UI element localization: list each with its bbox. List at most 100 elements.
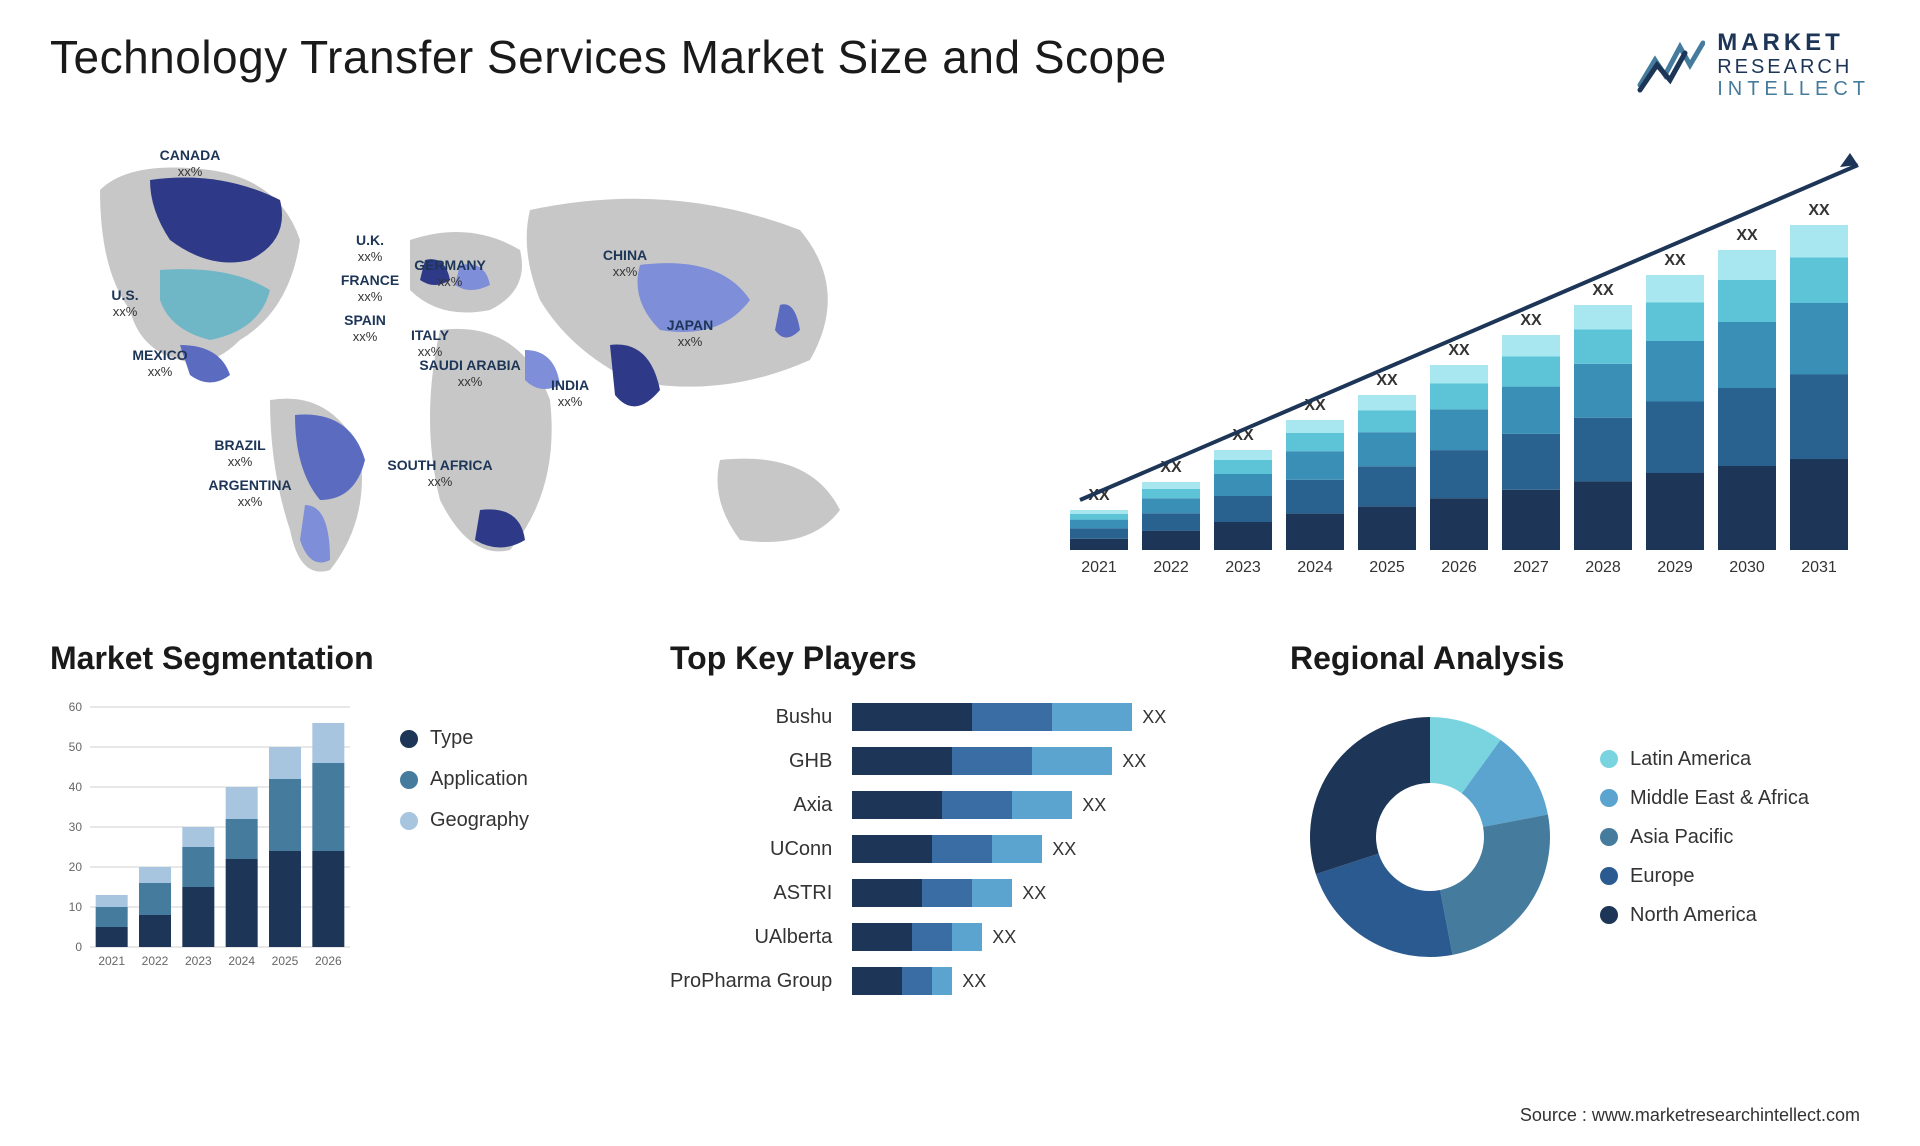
regional-legend-item: Latin America (1600, 748, 1809, 771)
regional-panel: Regional Analysis Latin America Middle Ea… (1290, 640, 1870, 997)
logo-icon (1635, 35, 1705, 95)
map-label: GERMANY (414, 257, 486, 273)
page-title: Technology Transfer Services Market Size… (50, 30, 1167, 84)
player-value-label: XX (992, 927, 1016, 948)
map-label-value: xx% (438, 274, 463, 289)
growth-year-label: 2026 (1441, 559, 1477, 576)
growth-year-label: 2027 (1513, 559, 1549, 576)
regional-legend-item: North America (1600, 904, 1809, 927)
map-label: CHINA (603, 247, 647, 263)
legend-dot-icon (1600, 789, 1618, 807)
segmentation-bar-chart: 0102030405060202120222023202420252026 (50, 697, 370, 977)
segmentation-title: Market Segmentation (50, 640, 630, 677)
svg-text:40: 40 (69, 780, 83, 794)
growth-bar-label: XX (1664, 252, 1686, 269)
map-label-value: xx% (613, 264, 638, 279)
map-label: SAUDI ARABIA (419, 357, 520, 373)
segmentation-legend-item: Geography (400, 809, 529, 832)
growth-bar-label: XX (1736, 227, 1758, 244)
svg-text:20: 20 (69, 860, 83, 874)
svg-text:60: 60 (69, 700, 83, 714)
map-label: MEXICO (132, 347, 187, 363)
svg-text:2023: 2023 (185, 954, 212, 968)
growth-bar-chart: XX2021XX2022XX2023XX2024XX2025XX2026XX20… (1050, 130, 1870, 590)
map-label: U.K. (356, 232, 384, 248)
player-value-label: XX (1082, 795, 1106, 816)
growth-bar-label: XX (1448, 342, 1470, 359)
world-map: CANADAxx%U.S.xx%MEXICOxx%BRAZILxx%ARGENT… (50, 130, 990, 590)
map-label-value: xx% (428, 474, 453, 489)
source-attribution: Source : www.marketresearchintellect.com (1520, 1105, 1860, 1126)
regional-legend: Latin America Middle East & Africa Asia Pa… (1600, 748, 1809, 927)
svg-text:50: 50 (69, 740, 83, 754)
legend-label: Type (430, 727, 473, 750)
map-label-value: xx% (178, 164, 203, 179)
map-label: CANADA (160, 147, 221, 163)
legend-label: Asia Pacific (1630, 826, 1733, 849)
growth-chart-panel: XX2021XX2022XX2023XX2024XX2025XX2026XX20… (1050, 130, 1870, 590)
growth-year-label: 2025 (1369, 559, 1405, 576)
player-bar-row: XX (852, 745, 1250, 777)
map-label: INDIA (551, 377, 589, 393)
map-label-value: xx% (678, 334, 703, 349)
svg-text:2025: 2025 (272, 954, 299, 968)
players-names-list: BushuGHBAxiaUConnASTRIUAlbertaProPharma … (670, 697, 832, 997)
player-bar-row: XX (852, 701, 1250, 733)
svg-text:2021: 2021 (98, 954, 125, 968)
player-value-label: XX (1022, 883, 1046, 904)
map-label: ARGENTINA (208, 477, 291, 493)
segmentation-legend-item: Type (400, 727, 529, 750)
player-name: Bushu (670, 701, 832, 733)
map-label: FRANCE (341, 272, 399, 288)
svg-text:30: 30 (69, 820, 83, 834)
legend-dot-icon (1600, 828, 1618, 846)
map-label-value: xx% (113, 304, 138, 319)
player-value-label: XX (1052, 839, 1076, 860)
segmentation-legend-item: Application (400, 768, 529, 791)
brand-logo: MARKET RESEARCH INTELLECT (1635, 30, 1870, 100)
legend-dot-icon (400, 771, 418, 789)
map-label-value: xx% (458, 374, 483, 389)
regional-title: Regional Analysis (1290, 640, 1870, 677)
logo-text-3: INTELLECT (1717, 78, 1870, 100)
legend-label: Middle East & Africa (1630, 787, 1809, 810)
player-bar-row: XX (852, 833, 1250, 865)
players-title: Top Key Players (670, 640, 1250, 677)
player-name: UConn (670, 833, 832, 865)
player-name: ASTRI (670, 877, 832, 909)
segmentation-legend: Type Application Geography (400, 697, 529, 977)
players-bars-list: XX XX XX XX XX XX XX (852, 697, 1250, 997)
map-label-value: xx% (358, 249, 383, 264)
map-label-value: xx% (358, 289, 383, 304)
world-map-panel: CANADAxx%U.S.xx%MEXICOxx%BRAZILxx%ARGENT… (50, 130, 990, 590)
player-bar-row: XX (852, 921, 1250, 953)
player-name: GHB (670, 745, 832, 777)
growth-bar-label: XX (1808, 202, 1830, 219)
regional-legend-item: Asia Pacific (1600, 826, 1809, 849)
players-panel: Top Key Players BushuGHBAxiaUConnASTRIUA… (670, 640, 1250, 997)
segmentation-panel: Market Segmentation 0 10 20 30 40 50 60 2021 202… (50, 640, 630, 997)
logo-text-1: MARKET (1717, 30, 1870, 56)
growth-year-label: 2024 (1297, 559, 1333, 576)
map-label: SOUTH AFRICA (387, 457, 492, 473)
player-bar-row: XX (852, 965, 1250, 997)
svg-text:0: 0 (75, 940, 82, 954)
map-label: U.S. (111, 287, 138, 303)
map-label: ITALY (411, 327, 450, 343)
logo-text-2: RESEARCH (1717, 56, 1870, 78)
regional-legend-item: Europe (1600, 865, 1809, 888)
svg-text:2022: 2022 (142, 954, 169, 968)
player-value-label: XX (962, 971, 986, 992)
svg-text:2024: 2024 (228, 954, 255, 968)
growth-bar-label: XX (1520, 312, 1542, 329)
map-label-value: xx% (558, 394, 583, 409)
legend-label: Geography (430, 809, 529, 832)
legend-dot-icon (400, 812, 418, 830)
growth-year-label: 2030 (1729, 559, 1765, 576)
growth-year-label: 2021 (1081, 559, 1117, 576)
player-value-label: XX (1142, 707, 1166, 728)
growth-bar-label: XX (1592, 282, 1614, 299)
legend-dot-icon (400, 730, 418, 748)
svg-text:10: 10 (69, 900, 83, 914)
player-value-label: XX (1122, 751, 1146, 772)
